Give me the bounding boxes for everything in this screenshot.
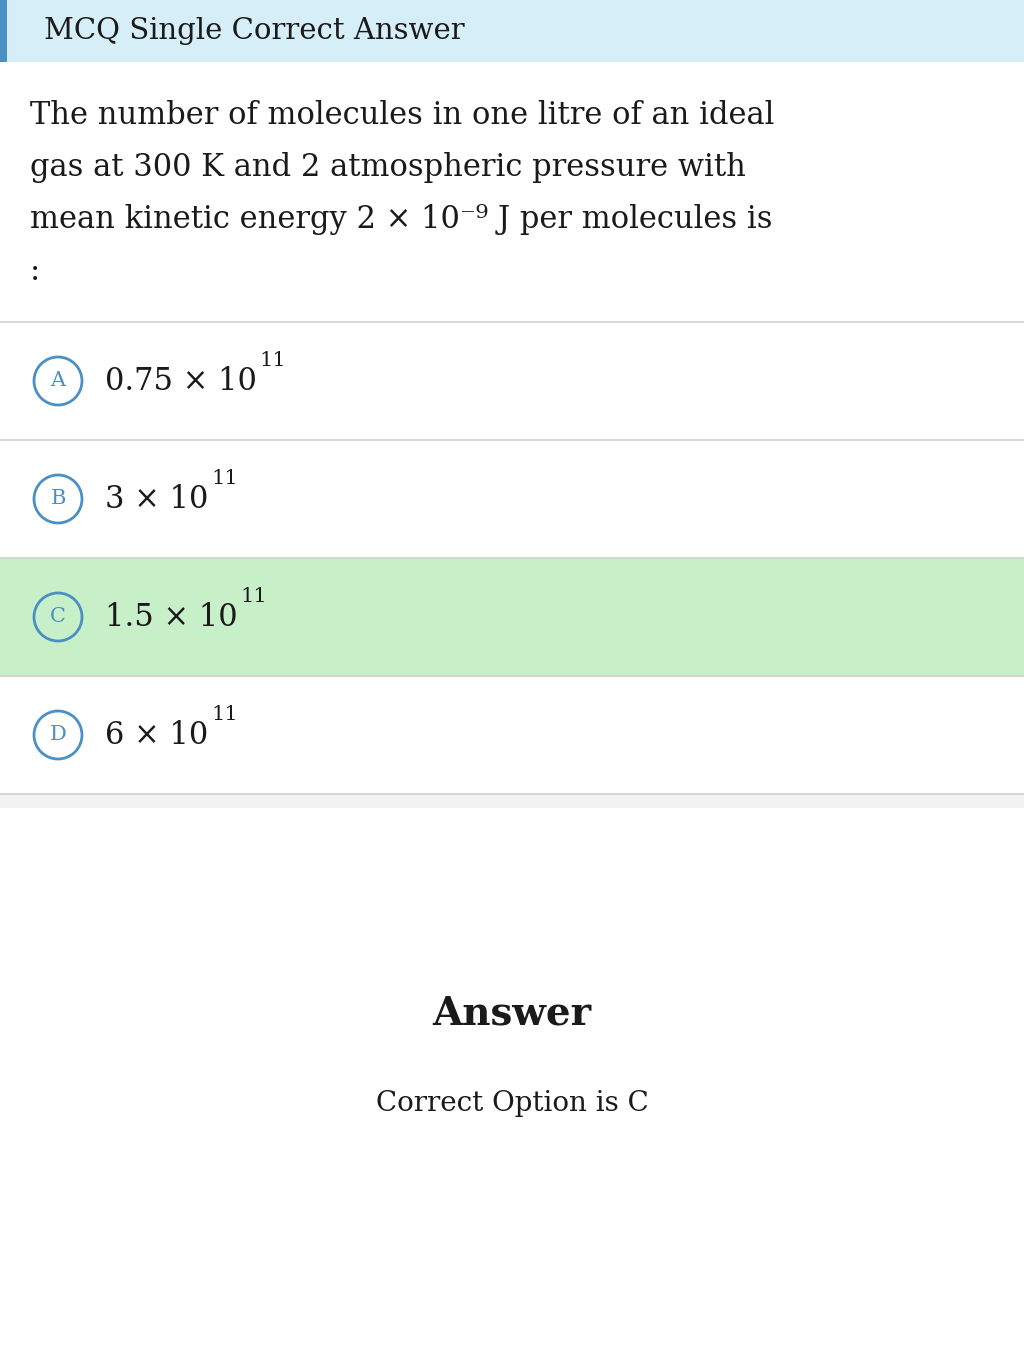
Text: C: C	[50, 608, 66, 627]
Text: A: A	[50, 372, 66, 391]
FancyBboxPatch shape	[0, 0, 1024, 62]
FancyBboxPatch shape	[0, 794, 1024, 807]
Text: mean kinetic energy 2 × 10⁻⁹ J per molecules is: mean kinetic energy 2 × 10⁻⁹ J per molec…	[30, 204, 772, 235]
Text: 1.5 × 10: 1.5 × 10	[105, 601, 238, 632]
Text: 11: 11	[241, 588, 267, 607]
Text: 3 × 10: 3 × 10	[105, 484, 208, 515]
FancyBboxPatch shape	[0, 558, 1024, 675]
FancyBboxPatch shape	[0, 0, 7, 62]
FancyBboxPatch shape	[0, 322, 1024, 439]
Text: Correct Option is C: Correct Option is C	[376, 1089, 648, 1116]
Text: MCQ Single Correct Answer: MCQ Single Correct Answer	[44, 18, 465, 44]
Text: D: D	[49, 725, 67, 744]
Text: 11: 11	[211, 469, 239, 488]
FancyBboxPatch shape	[0, 675, 1024, 794]
FancyBboxPatch shape	[0, 807, 1024, 1348]
Text: :: :	[30, 256, 40, 287]
Text: The number of molecules in one litre of an ideal: The number of molecules in one litre of …	[30, 100, 774, 131]
FancyBboxPatch shape	[0, 439, 1024, 558]
Text: Answer: Answer	[432, 995, 592, 1033]
Text: 11: 11	[260, 352, 287, 371]
Text: 11: 11	[211, 705, 238, 724]
Text: 0.75 × 10: 0.75 × 10	[105, 365, 257, 396]
Text: 6 × 10: 6 × 10	[105, 720, 208, 751]
Text: gas at 300 K and 2 atmospheric pressure with: gas at 300 K and 2 atmospheric pressure …	[30, 152, 745, 183]
Text: B: B	[50, 489, 66, 508]
